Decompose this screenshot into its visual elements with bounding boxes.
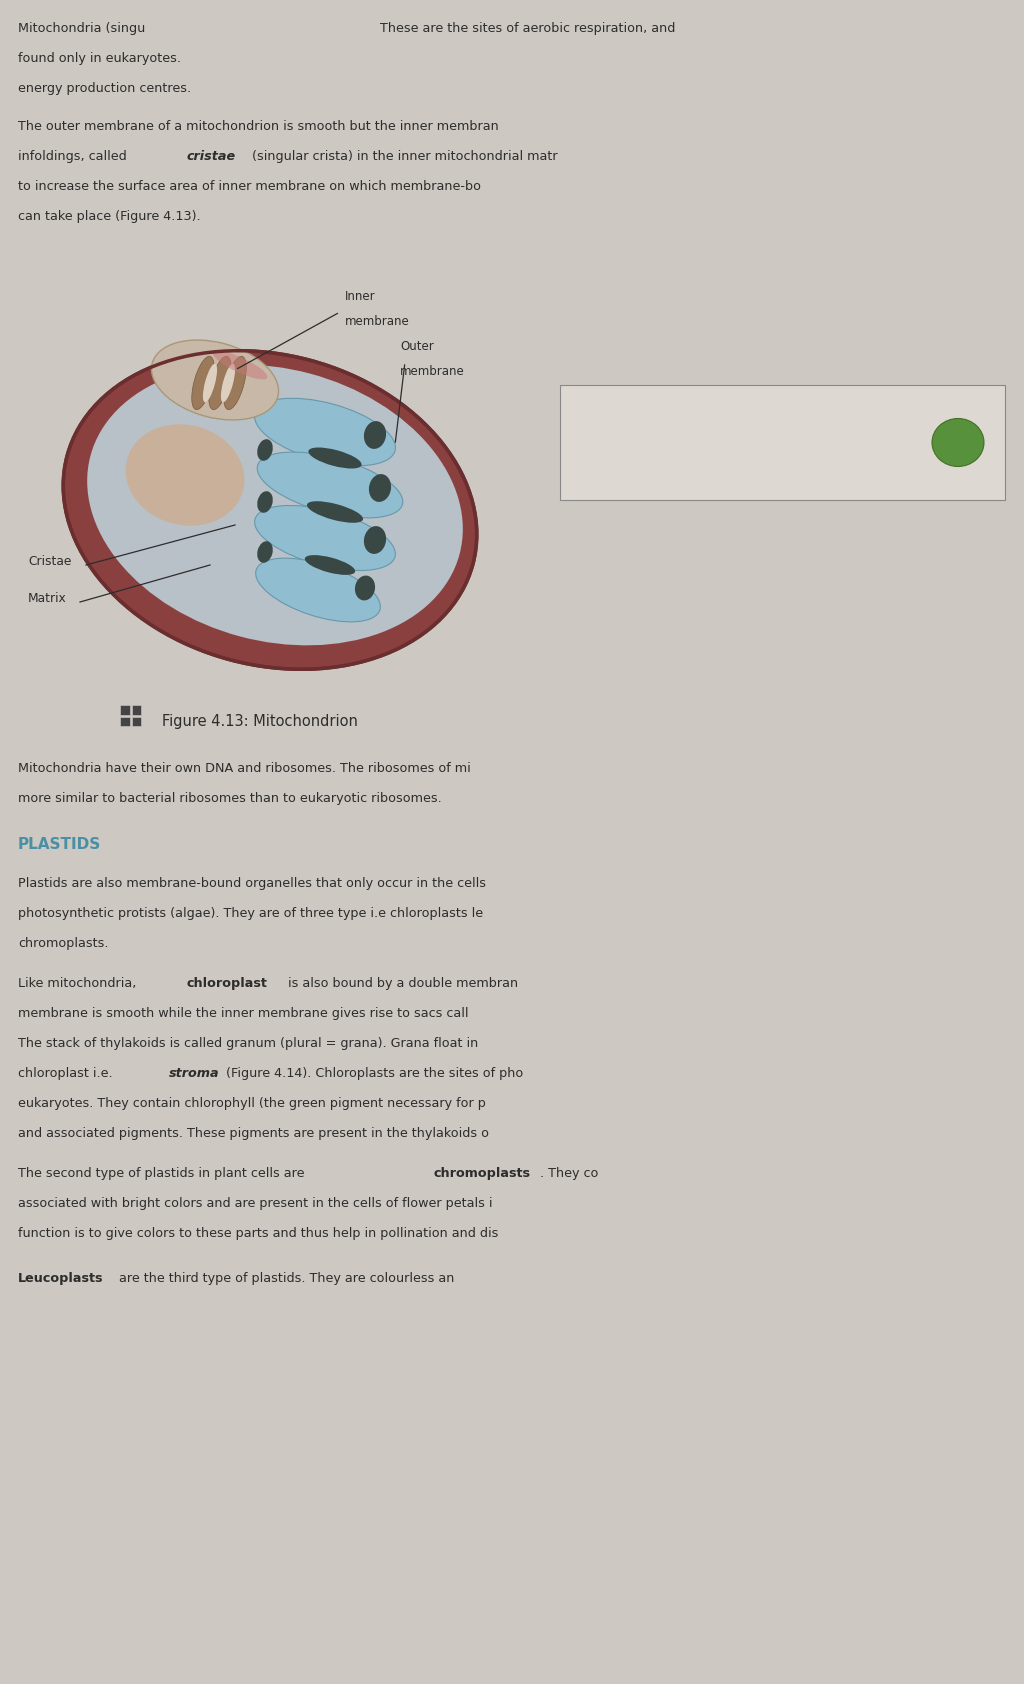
Bar (131, 716, 141, 726)
Ellipse shape (256, 557, 380, 621)
Text: chloroplast: chloroplast (186, 977, 267, 990)
Text: and associated pigments. These pigments are present in the thylakoids o: and associated pigments. These pigments … (18, 1127, 489, 1140)
Ellipse shape (257, 451, 402, 519)
Text: The outer membrane of a mitochondrion is smooth but the inner membran: The outer membrane of a mitochondrion is… (18, 120, 499, 133)
Text: (singular crista) in the inner mitochondrial matr: (singular crista) in the inner mitochond… (248, 150, 558, 163)
Text: role of mitochondria an: role of mitochondria an (575, 433, 709, 441)
Text: chloroplast i.e.: chloroplast i.e. (18, 1068, 117, 1079)
Text: stroma: stroma (169, 1068, 219, 1079)
Text: . They co: . They co (540, 1167, 598, 1180)
Text: Outer: Outer (400, 340, 434, 354)
Text: function is to give colors to these parts and thus help in pollination and dis: function is to give colors to these part… (18, 1228, 499, 1239)
Ellipse shape (257, 541, 272, 562)
Text: Matrix: Matrix (28, 593, 67, 605)
Text: cristae: cristae (186, 150, 236, 163)
Text: photosynthetic protists (algae). They are of three type i.e chloroplasts le: photosynthetic protists (algae). They ar… (18, 908, 483, 919)
Text: membrane: membrane (400, 365, 465, 377)
Ellipse shape (257, 492, 272, 514)
Text: The second type of plastids in plant cells are: The second type of plastids in plant cel… (18, 1167, 308, 1180)
Ellipse shape (364, 421, 386, 450)
Text: found only in eukaryotes.: found only in eukaryotes. (18, 52, 181, 66)
Ellipse shape (209, 357, 231, 409)
Ellipse shape (307, 502, 364, 522)
Ellipse shape (257, 440, 272, 461)
Ellipse shape (308, 448, 361, 468)
Text: energy production centres.: energy production centres. (18, 83, 191, 94)
Text: Mitochondria (singu: Mitochondria (singu (18, 22, 145, 35)
Text: Like mitochondria,: Like mitochondria, (18, 977, 140, 990)
Text: chloroplast in chapter 7: chloroplast in chapter 7 (575, 465, 711, 473)
Ellipse shape (126, 424, 245, 525)
Text: PLASTIDS: PLASTIDS (18, 837, 101, 852)
Ellipse shape (355, 576, 375, 601)
Ellipse shape (221, 364, 236, 402)
Text: The stack of thylakoids is called granum (plural = grana). Grana float in: The stack of thylakoids is called granum… (18, 1037, 478, 1051)
Text: Figure 4.13: Mitochondrion: Figure 4.13: Mitochondrion (162, 714, 357, 729)
Text: associated with bright colors and are present in the cells of flower petals i: associated with bright colors and are pr… (18, 1197, 493, 1211)
Ellipse shape (369, 475, 391, 502)
Ellipse shape (87, 365, 463, 645)
Ellipse shape (255, 505, 395, 571)
Text: Cristae: Cristae (28, 556, 72, 568)
Text: more similar to bacterial ribosomes than to eukaryotic ribosomes.: more similar to bacterial ribosomes than… (18, 791, 441, 805)
Text: These are the sites of aerobic respiration, and: These are the sites of aerobic respirati… (380, 22, 676, 35)
Text: (Figure 4.14). Chloroplasts are the sites of pho: (Figure 4.14). Chloroplasts are the site… (221, 1068, 523, 1079)
Ellipse shape (191, 357, 214, 409)
Text: to increase the surface area of inner membrane on which membrane-bo: to increase the surface area of inner me… (18, 180, 481, 194)
Text: is also bound by a double membran: is also bound by a double membran (284, 977, 517, 990)
Text: Leucoplasts: Leucoplasts (18, 1271, 103, 1285)
Text: eukaryotes. They contain chlorophyll (the green pigment necessary for p: eukaryotes. They contain chlorophyll (th… (18, 1096, 485, 1110)
Text: infoldings, called: infoldings, called (18, 150, 131, 163)
Ellipse shape (213, 350, 267, 379)
Text: membrane is smooth while the inner membrane gives rise to sacs call: membrane is smooth while the inner membr… (18, 1007, 469, 1021)
Ellipse shape (203, 364, 217, 402)
Ellipse shape (63, 350, 477, 669)
Ellipse shape (152, 340, 279, 419)
Text: We will learn more abo: We will learn more abo (575, 401, 707, 409)
Text: can take place (Figure 4.13).: can take place (Figure 4.13). (18, 210, 201, 222)
Bar (120, 716, 129, 726)
Text: Plastids are also membrane-bound organelles that only occur in the cells: Plastids are also membrane-bound organel… (18, 877, 486, 891)
FancyBboxPatch shape (560, 386, 1005, 500)
Ellipse shape (932, 419, 984, 466)
Text: Inner: Inner (345, 290, 376, 303)
Text: chromoplasts.: chromoplasts. (18, 936, 109, 950)
Ellipse shape (255, 399, 395, 466)
Ellipse shape (364, 525, 386, 554)
Text: membrane: membrane (345, 315, 410, 328)
Text: are the third type of plastids. They are colourless an: are the third type of plastids. They are… (116, 1271, 455, 1285)
Ellipse shape (305, 556, 355, 574)
Ellipse shape (224, 357, 246, 409)
Bar (131, 706, 141, 714)
Bar (120, 706, 129, 714)
Text: Mitochondria have their own DNA and ribosomes. The ribosomes of mi: Mitochondria have their own DNA and ribo… (18, 761, 471, 775)
Text: chromoplasts: chromoplasts (434, 1167, 531, 1180)
